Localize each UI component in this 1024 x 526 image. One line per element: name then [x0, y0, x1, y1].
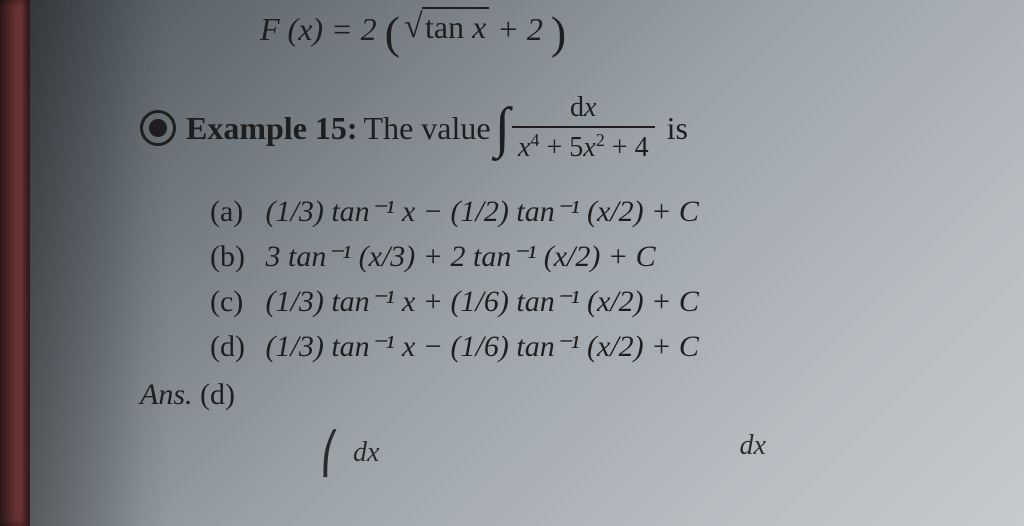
- numerator-x: x: [584, 92, 596, 123]
- den-plus-5: + 5: [539, 132, 583, 163]
- sqrt-term: tan x: [408, 6, 489, 49]
- page-content: F (x) = 2 ( tan x + 2 ) Example 15: The …: [0, 0, 1024, 526]
- bullet-icon: [140, 110, 176, 146]
- option-expr: 3 tan⁻¹ (x/3) + 2 tan⁻¹ (x/2) + C: [266, 240, 656, 273]
- option-a: (a) (1/3) tan⁻¹ x − (1/2) tan⁻¹ (x/2) + …: [210, 194, 1024, 229]
- option-expr: (1/3) tan⁻¹ x + (1/6) tan⁻¹ (x/2) + C: [266, 285, 699, 318]
- den-exp2: 2: [596, 130, 605, 150]
- left-paren: (: [385, 7, 400, 58]
- left-brace-icon: ⎛: [320, 430, 340, 477]
- example-prefix: The value: [364, 110, 491, 147]
- eq-after-sqrt: + 2: [497, 11, 543, 47]
- den-x1: x: [518, 132, 530, 163]
- answer-value: (d): [193, 378, 235, 411]
- option-c: (c) (1/3) tan⁻¹ x + (1/6) tan⁻¹ (x/2) + …: [210, 284, 1024, 319]
- answer-line: Ans. (d): [140, 378, 1024, 412]
- sqrt-var: x: [472, 9, 486, 45]
- example-label: Example 15:: [186, 110, 358, 147]
- bottom-x-right: dx: [739, 430, 765, 461]
- option-expr: (1/3) tan⁻¹ x − (1/6) tan⁻¹ (x/2) + C: [266, 330, 699, 363]
- example-row: Example 15: The value ∫ dx x4 + 5x2 + 4 …: [140, 92, 1024, 164]
- answer-label: Ans.: [140, 378, 193, 411]
- integral-fraction: dx x4 + 5x2 + 4: [512, 92, 655, 164]
- options-list: (a) (1/3) tan⁻¹ x − (1/2) tan⁻¹ (x/2) + …: [210, 194, 1024, 364]
- eq-lhs: F (x) = 2: [260, 11, 377, 47]
- option-b: (b) 3 tan⁻¹ (x/3) + 2 tan⁻¹ (x/2) + C: [210, 239, 1024, 274]
- den-plus-4: + 4: [605, 132, 649, 163]
- integral-sign: ∫: [495, 96, 510, 160]
- numerator-d: d: [570, 92, 584, 123]
- top-equation: F (x) = 2 ( tan x + 2 ): [260, 2, 1024, 64]
- example-suffix: is: [667, 110, 688, 147]
- option-d: (d) (1/3) tan⁻¹ x − (1/6) tan⁻¹ (x/2) + …: [210, 329, 1024, 364]
- bottom-x-left: dx: [353, 437, 379, 468]
- option-tag: (a): [210, 195, 258, 229]
- option-tag: (b): [210, 240, 258, 274]
- option-tag: (d): [210, 330, 258, 364]
- right-paren: ): [551, 7, 566, 58]
- bottom-crop: ⎛ dx dx: [320, 430, 1024, 477]
- option-tag: (c): [210, 285, 258, 319]
- option-expr: (1/3) tan⁻¹ x − (1/2) tan⁻¹ (x/2) + C: [266, 195, 699, 228]
- sqrt-fn: tan: [425, 9, 472, 45]
- den-x2: x: [583, 132, 595, 163]
